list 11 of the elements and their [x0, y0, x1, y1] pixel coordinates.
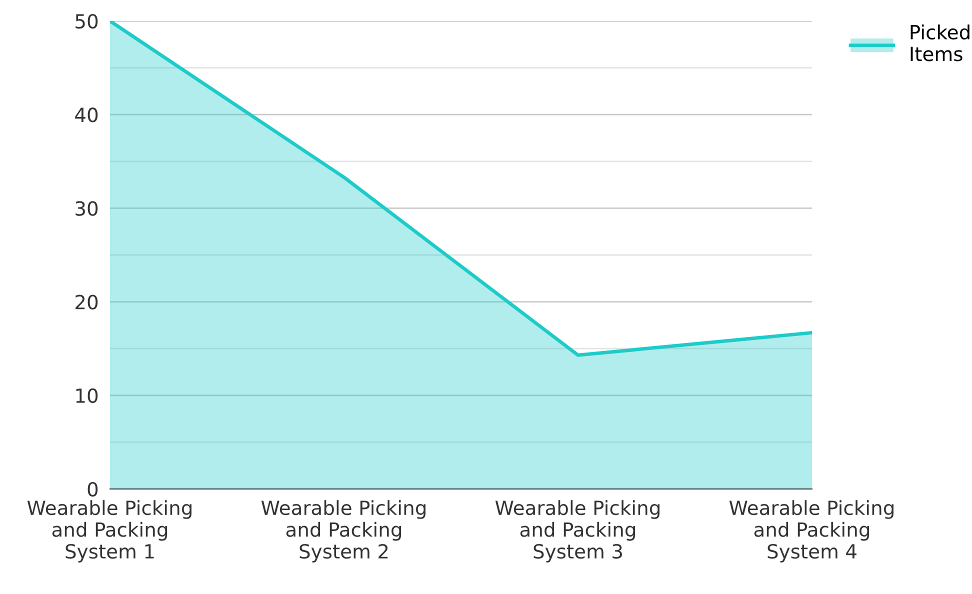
y-tick-label: 20: [76, 294, 98, 310]
legend-label: Picked Items: [910, 24, 970, 62]
x-tick-label: Wearable Picking and Packing System 4: [729, 500, 894, 562]
y-tick-label: 40: [75, 108, 98, 122]
x-tick-label: Wearable Picking and Packing System 2: [261, 500, 426, 562]
x-tick-label: Wearable Picking and Packing System 3: [495, 500, 660, 562]
y-tick-label: 50: [76, 14, 98, 29]
y-tick-label: 30: [76, 201, 98, 216]
y-tick-label: 10: [76, 388, 98, 404]
y-tick-label: 0: [88, 482, 98, 497]
x-tick-label: Wearable Picking and Packing System 1: [27, 500, 192, 562]
